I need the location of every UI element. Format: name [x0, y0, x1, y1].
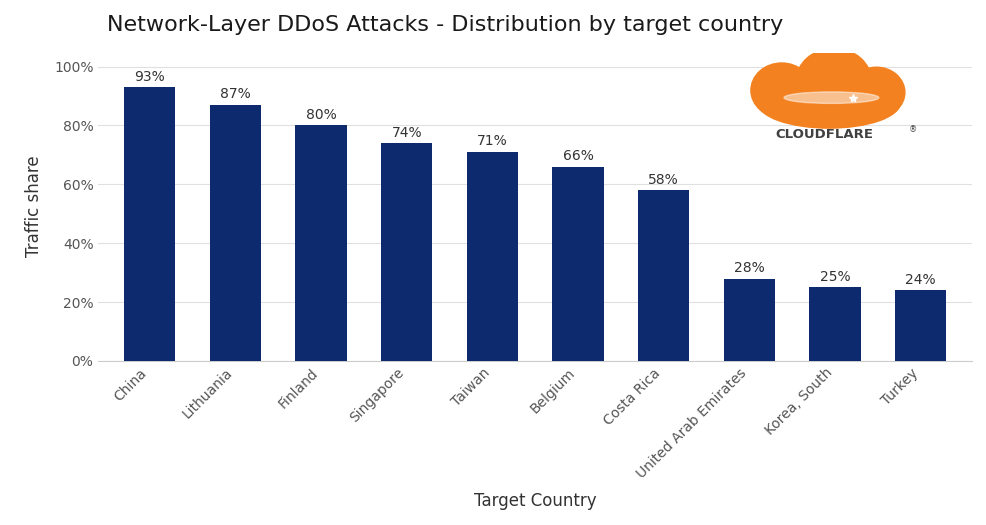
- Y-axis label: Traffic share: Traffic share: [25, 155, 42, 257]
- Text: Network-Layer DDoS Attacks - Distribution by target country: Network-Layer DDoS Attacks - Distributio…: [106, 15, 783, 35]
- Text: 24%: 24%: [904, 273, 935, 287]
- Text: ®: ®: [908, 124, 916, 134]
- Bar: [637, 190, 688, 361]
- Bar: [723, 279, 774, 361]
- Text: 25%: 25%: [818, 270, 849, 284]
- X-axis label: Target Country: Target Country: [473, 492, 596, 510]
- Bar: [552, 166, 603, 361]
- Bar: [466, 152, 518, 361]
- Bar: [209, 105, 261, 361]
- Bar: [295, 125, 346, 361]
- Text: 93%: 93%: [134, 70, 165, 83]
- Bar: [894, 290, 946, 361]
- Text: CLOUDFLARE: CLOUDFLARE: [775, 128, 873, 141]
- Text: 71%: 71%: [476, 134, 507, 149]
- Bar: [124, 87, 176, 361]
- Text: 80%: 80%: [306, 108, 336, 122]
- Circle shape: [750, 63, 811, 118]
- Text: 28%: 28%: [734, 261, 764, 275]
- Text: 58%: 58%: [648, 173, 678, 187]
- Circle shape: [847, 67, 904, 118]
- Bar: [381, 143, 432, 361]
- Ellipse shape: [757, 78, 899, 128]
- Circle shape: [795, 48, 871, 116]
- Text: 66%: 66%: [562, 149, 593, 163]
- Ellipse shape: [783, 92, 878, 103]
- Text: 74%: 74%: [391, 125, 422, 140]
- Bar: [809, 287, 860, 361]
- Text: 87%: 87%: [220, 87, 250, 101]
